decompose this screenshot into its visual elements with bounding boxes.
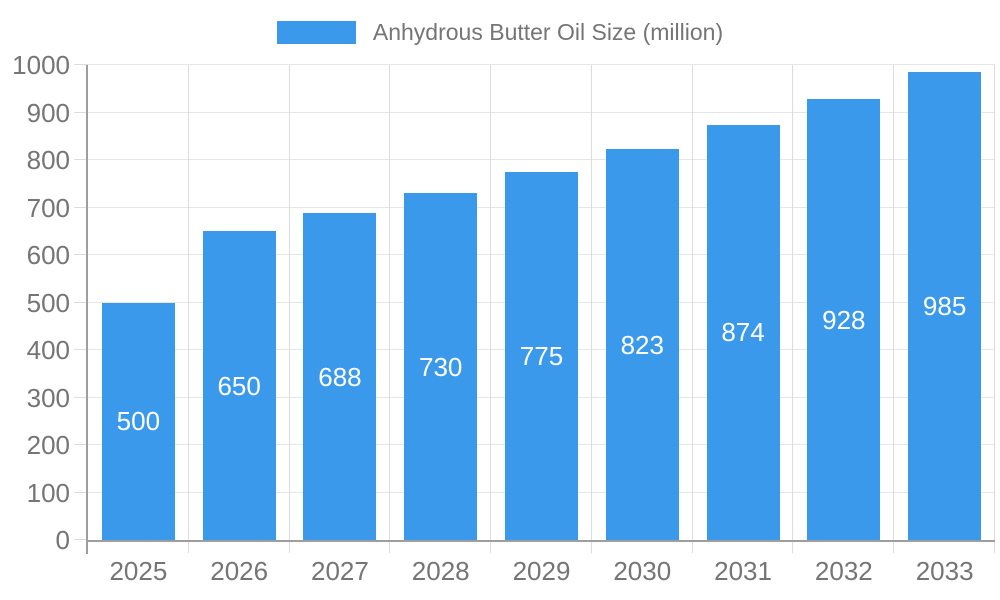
x-tick-label: 2031 bbox=[714, 556, 772, 586]
bar-value-label: 874 bbox=[721, 317, 765, 348]
v-gridline bbox=[490, 65, 492, 540]
legend[interactable]: Anhydrous Butter Oil Size (million) bbox=[0, 16, 1000, 48]
y-tick bbox=[74, 491, 88, 493]
v-gridline bbox=[691, 65, 693, 540]
v-gridline bbox=[187, 65, 189, 540]
x-tick bbox=[994, 540, 995, 553]
h-gridline bbox=[88, 159, 995, 160]
bar-value-label: 823 bbox=[620, 329, 664, 360]
x-tick bbox=[691, 540, 693, 553]
v-gridline bbox=[994, 65, 995, 540]
bar-value-label: 985 bbox=[922, 291, 967, 322]
y-tick-label: 700 bbox=[26, 192, 70, 223]
y-tick bbox=[74, 539, 88, 540]
y-tick-label: 500 bbox=[26, 287, 70, 318]
y-tick bbox=[74, 206, 88, 208]
v-gridline bbox=[590, 65, 592, 540]
v-gridline bbox=[389, 65, 391, 540]
y-axis-line bbox=[86, 65, 88, 554]
legend-label: Anhydrous Butter Oil Size (million) bbox=[372, 19, 724, 45]
y-tick-label: 1000 bbox=[12, 50, 70, 80]
v-gridline bbox=[893, 65, 895, 540]
y-tick bbox=[74, 349, 88, 350]
y-tick-label: 400 bbox=[26, 335, 70, 365]
h-gridline bbox=[88, 111, 995, 113]
x-tick bbox=[187, 540, 189, 553]
v-gridline bbox=[288, 65, 290, 540]
x-tick-label: 2027 bbox=[311, 556, 369, 586]
bar-value-label: 500 bbox=[116, 406, 161, 437]
x-tick-label: 2026 bbox=[210, 556, 269, 586]
bar[interactable] bbox=[404, 193, 478, 540]
bar[interactable] bbox=[505, 171, 578, 540]
y-tick bbox=[74, 254, 88, 255]
v-gridline bbox=[792, 65, 794, 540]
x-tick-label: 2029 bbox=[512, 556, 571, 586]
y-tick-label: 200 bbox=[26, 430, 70, 460]
legend-swatch bbox=[276, 20, 356, 44]
x-tick-label: 2032 bbox=[814, 556, 873, 586]
y-tick bbox=[74, 64, 88, 65]
bar[interactable] bbox=[807, 99, 881, 540]
bar-value-label: 775 bbox=[519, 340, 564, 371]
bar[interactable] bbox=[202, 231, 276, 540]
h-gridline bbox=[88, 64, 995, 65]
y-tick bbox=[74, 111, 88, 113]
x-tick-label: 2033 bbox=[915, 556, 974, 586]
y-tick-label: 900 bbox=[26, 97, 70, 128]
y-tick-label: 600 bbox=[26, 240, 70, 270]
y-tick bbox=[74, 159, 88, 160]
bar-value-label: 688 bbox=[318, 361, 362, 392]
bar[interactable] bbox=[303, 213, 377, 540]
bar-value-label: 650 bbox=[217, 370, 261, 401]
x-tick bbox=[288, 540, 290, 553]
bar[interactable] bbox=[101, 302, 175, 540]
x-tick bbox=[893, 540, 895, 553]
y-tick-label: 100 bbox=[26, 477, 70, 508]
x-tick-label: 2030 bbox=[613, 556, 672, 586]
x-axis-line bbox=[86, 540, 995, 542]
bar-value-label: 730 bbox=[419, 351, 463, 382]
x-tick bbox=[490, 540, 492, 553]
bar-value-label: 928 bbox=[822, 304, 866, 335]
bar[interactable] bbox=[908, 72, 982, 540]
bar[interactable] bbox=[605, 149, 679, 540]
y-tick-label: 800 bbox=[26, 145, 70, 175]
x-tick bbox=[389, 540, 391, 553]
y-tick bbox=[74, 301, 88, 303]
x-tick bbox=[792, 540, 794, 553]
y-tick bbox=[74, 444, 88, 445]
y-tick bbox=[74, 396, 88, 398]
x-tick-label: 2028 bbox=[411, 556, 470, 586]
x-tick-label: 2025 bbox=[109, 556, 168, 586]
y-tick-label: 300 bbox=[26, 382, 70, 413]
y-tick-label: 0 bbox=[55, 525, 70, 555]
x-tick bbox=[590, 540, 592, 553]
bar[interactable] bbox=[706, 124, 780, 540]
